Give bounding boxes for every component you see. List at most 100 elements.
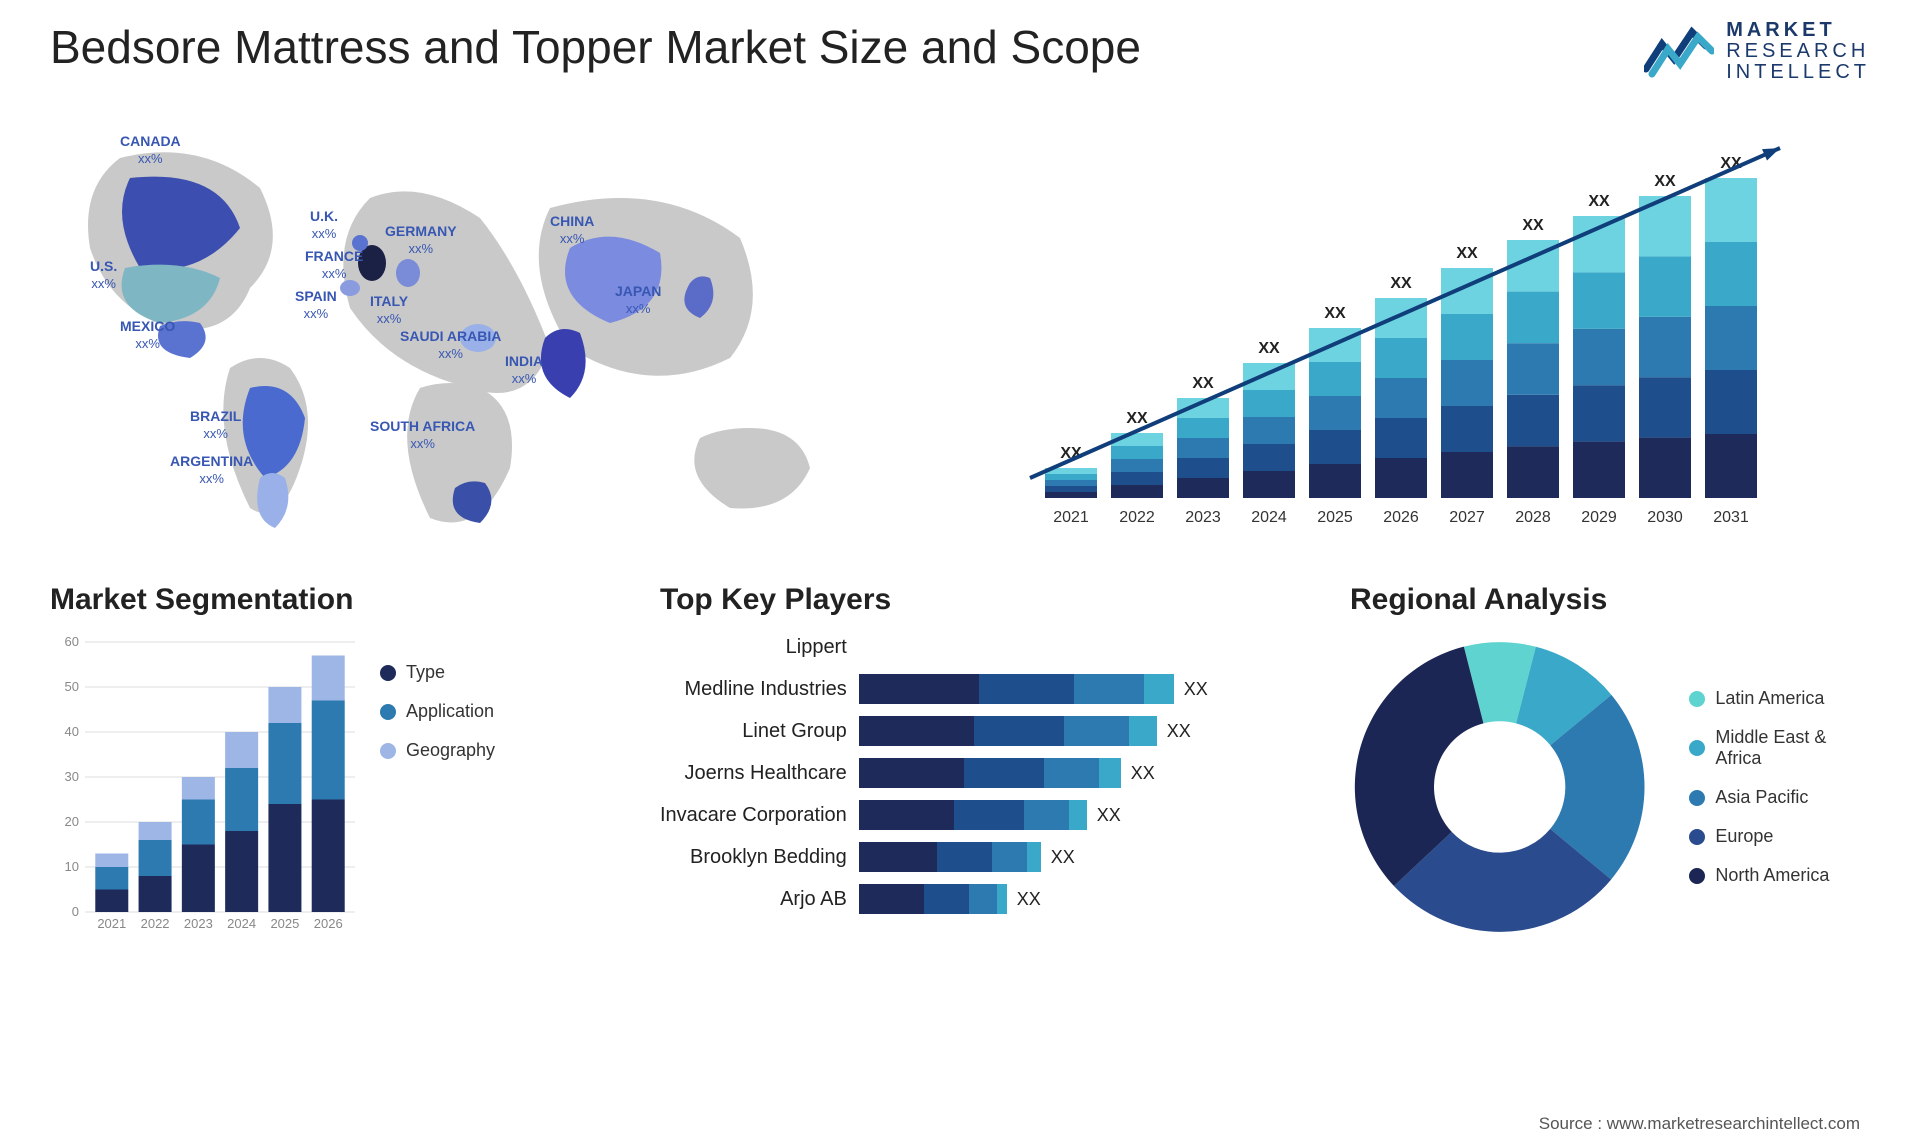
seg-legend-item: Geography xyxy=(380,740,495,761)
svg-text:2025: 2025 xyxy=(270,916,299,931)
seg-bar-seg xyxy=(182,777,215,800)
growth-value: XX xyxy=(1258,340,1280,357)
region-legend-item: North America xyxy=(1689,865,1870,886)
growth-year: 2025 xyxy=(1317,509,1353,526)
player-bar-seg xyxy=(1144,674,1174,704)
svg-text:40: 40 xyxy=(65,724,79,739)
map-label-south-africa: SOUTH AFRICAxx% xyxy=(370,418,475,452)
svg-text:2021: 2021 xyxy=(97,916,126,931)
map-label-mexico: MEXICOxx% xyxy=(120,318,175,352)
player-label: Brooklyn Bedding xyxy=(690,842,847,872)
legend-dot xyxy=(1689,829,1705,845)
growth-bar-seg xyxy=(1243,390,1295,417)
legend-label: Latin America xyxy=(1715,688,1824,709)
growth-bar-seg xyxy=(1309,362,1361,396)
growth-bar-seg xyxy=(1507,292,1559,344)
growth-year: 2021 xyxy=(1053,509,1089,526)
svg-text:2024: 2024 xyxy=(227,916,256,931)
growth-bar-seg xyxy=(1375,298,1427,338)
player-bar-seg xyxy=(859,842,937,872)
growth-bar-seg xyxy=(1639,317,1691,377)
player-bar-seg xyxy=(859,800,954,830)
growth-bar-seg xyxy=(1441,452,1493,498)
players-bars: XXXXXXXXXXXX xyxy=(859,632,1300,932)
map-label-germany: GERMANYxx% xyxy=(385,223,457,257)
seg-bar-seg xyxy=(312,656,345,701)
growth-bar-seg xyxy=(1375,418,1427,458)
regional-title: Regional Analysis xyxy=(1350,583,1870,617)
seg-legend-item: Type xyxy=(380,662,495,683)
segmentation-panel: Market Segmentation 01020304050602021202… xyxy=(50,583,610,1013)
svg-text:20: 20 xyxy=(65,814,79,829)
legend-dot xyxy=(1689,740,1705,756)
growth-bar-seg xyxy=(1441,314,1493,360)
growth-bar-seg xyxy=(1573,216,1625,272)
legend-dot xyxy=(1689,790,1705,806)
map-label-japan: JAPANxx% xyxy=(615,283,661,317)
legend-label: North America xyxy=(1715,865,1829,886)
growth-bar-seg xyxy=(1573,385,1625,441)
player-bar-seg xyxy=(1129,716,1157,746)
growth-bar-seg xyxy=(1045,474,1097,480)
legend-label: Asia Pacific xyxy=(1715,787,1808,808)
seg-bar-seg xyxy=(312,800,345,913)
seg-bar-seg xyxy=(95,890,128,913)
seg-legend-item: Application xyxy=(380,701,495,722)
donut-chart xyxy=(1350,632,1649,942)
player-label: Invacare Corporation xyxy=(660,800,847,830)
player-label: Linet Group xyxy=(742,716,847,746)
map-label-u-k-: U.K.xx% xyxy=(310,208,338,242)
region-legend-item: Latin America xyxy=(1689,688,1870,709)
legend-dot xyxy=(1689,868,1705,884)
map-label-saudi-arabia: SAUDI ARABIAxx% xyxy=(400,328,501,362)
growth-bar-seg xyxy=(1045,480,1097,486)
growth-bar-seg xyxy=(1705,178,1757,242)
growth-bar-seg xyxy=(1111,485,1163,498)
player-bar-seg xyxy=(1064,716,1129,746)
svg-text:50: 50 xyxy=(65,679,79,694)
growth-bar-seg xyxy=(1705,242,1757,306)
map-label-china: CHINAxx% xyxy=(550,213,594,247)
legend-dot xyxy=(380,704,396,720)
growth-bar-seg xyxy=(1441,268,1493,314)
player-bar-seg xyxy=(997,884,1007,914)
player-bar-seg xyxy=(859,716,974,746)
player-bar-seg xyxy=(974,716,1064,746)
growth-bar-seg xyxy=(1375,378,1427,418)
segmentation-title: Market Segmentation xyxy=(50,583,610,617)
player-label: Medline Industries xyxy=(684,674,846,704)
players-labels: LippertMedline IndustriesLinet GroupJoer… xyxy=(660,632,847,914)
player-bar-seg xyxy=(924,884,969,914)
region-legend-item: Asia Pacific xyxy=(1689,787,1870,808)
legend-dot xyxy=(1689,691,1705,707)
seg-bar-seg xyxy=(139,840,172,876)
growth-year: 2029 xyxy=(1581,509,1617,526)
map-label-argentina: ARGENTINAxx% xyxy=(170,453,253,487)
world-map: CANADAxx%U.S.xx%MEXICOxx%BRAZILxx%ARGENT… xyxy=(50,103,930,543)
logo-line3: INTELLECT xyxy=(1726,62,1870,83)
player-bar-seg xyxy=(969,884,997,914)
growth-bar-seg xyxy=(1441,406,1493,452)
svg-text:30: 30 xyxy=(65,769,79,784)
growth-year: 2030 xyxy=(1647,509,1683,526)
player-bar-row: XX xyxy=(859,674,1208,704)
growth-value: XX xyxy=(1654,173,1676,190)
player-bar-seg xyxy=(859,884,924,914)
legend-label: Middle East & Africa xyxy=(1715,727,1870,769)
growth-bar-seg xyxy=(1243,363,1295,390)
player-bar-seg xyxy=(1069,800,1087,830)
legend-dot xyxy=(380,665,396,681)
map-label-india: INDIAxx% xyxy=(505,353,543,387)
growth-bar-seg xyxy=(1243,417,1295,444)
legend-label: Type xyxy=(406,662,445,683)
player-bar-seg xyxy=(1044,758,1099,788)
growth-bar-seg xyxy=(1177,418,1229,438)
svg-text:2026: 2026 xyxy=(314,916,343,931)
svg-text:10: 10 xyxy=(65,859,79,874)
growth-bar-seg xyxy=(1177,478,1229,498)
player-bar-row: XX xyxy=(859,884,1041,914)
player-value: XX xyxy=(1167,721,1191,742)
logo-line2: RESEARCH xyxy=(1726,41,1870,62)
legend-label: Geography xyxy=(406,740,495,761)
growth-value: XX xyxy=(1192,375,1214,392)
